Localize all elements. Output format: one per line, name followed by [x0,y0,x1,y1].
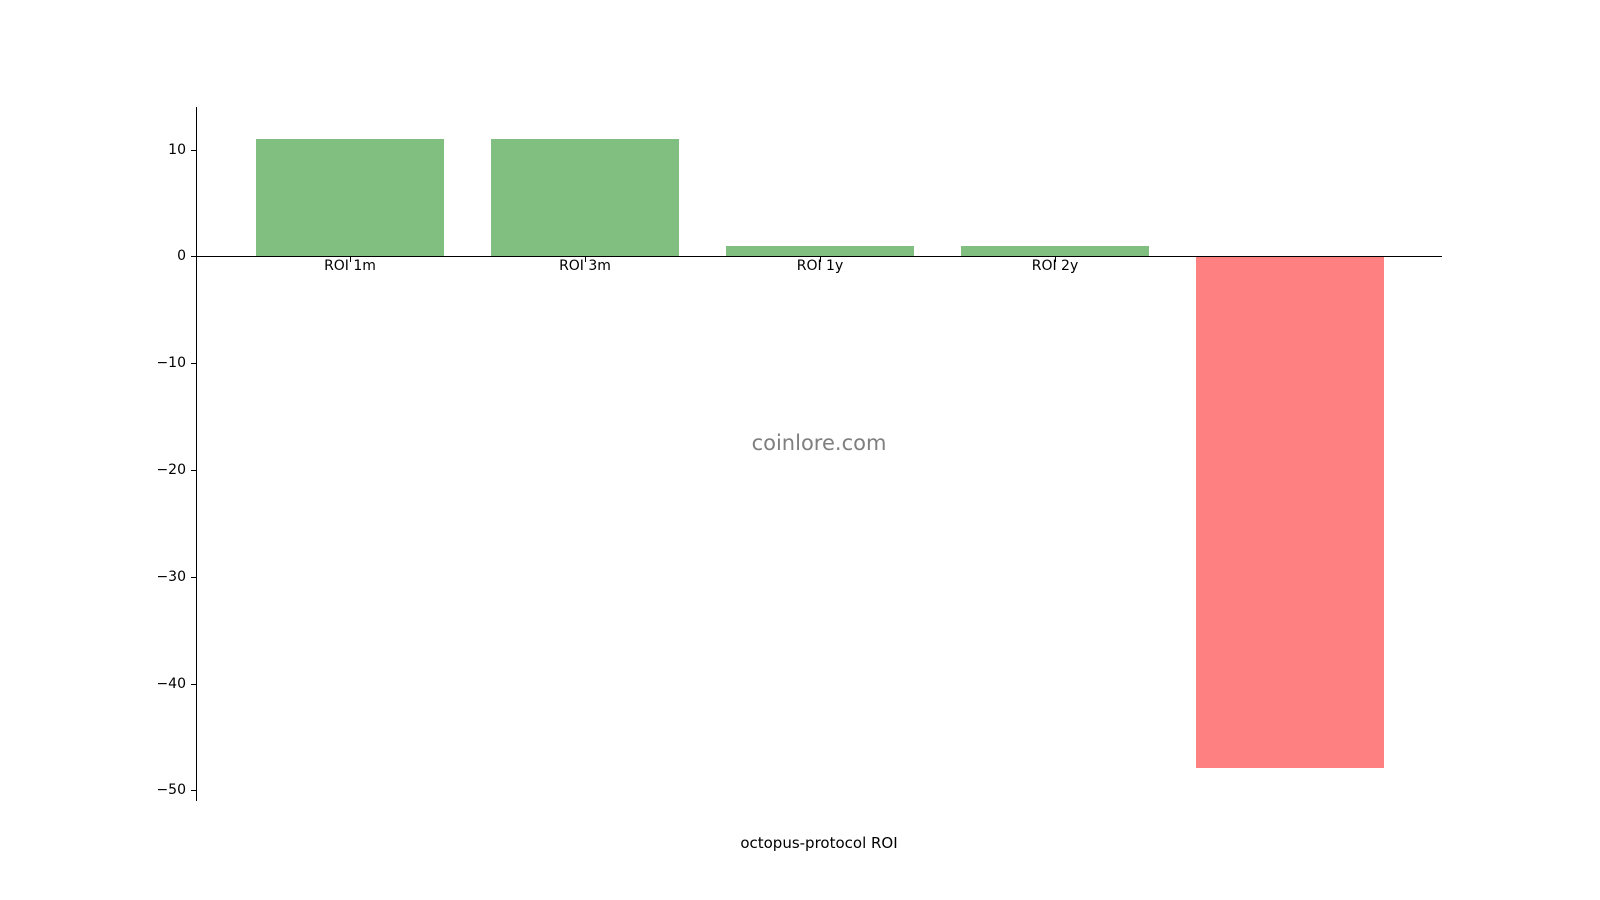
x-tick [585,256,586,262]
x-tick-label: ROI 3m [559,258,611,274]
x-tick-label: ROI 1m [324,258,376,274]
y-tick-label: −50 [156,782,186,799]
x-tick-label: ROI 1y [796,258,844,274]
y-tick [191,470,196,471]
x-tick [1055,256,1056,262]
chart-xlabel: octopus-protocol ROI [740,834,898,852]
x-tick-label: ROI 2y [1031,258,1079,274]
watermark: coinlore.com [751,431,887,455]
y-tick-label: −40 [156,675,186,692]
y-tick [191,684,196,685]
y-tick-label: 10 [168,141,186,158]
bar-roi-2y [961,245,1149,257]
x-tick [350,256,351,262]
y-tick-label: −30 [156,568,186,585]
y-tick [191,577,196,578]
bar-roi-1m [256,139,444,257]
y-tick-label: −20 [156,462,186,478]
y-tick [191,256,196,257]
y-tick-label: −10 [156,355,186,372]
y-tick [191,150,196,151]
bar-roi-1y [726,245,914,257]
x-axis-line [196,256,1442,257]
bar-unlabeled-5 [1196,256,1384,769]
y-axis-line [196,107,197,801]
y-tick [191,790,196,791]
y-tick [191,363,196,364]
x-tick [820,256,821,262]
bar-roi-3m [491,139,679,257]
y-tick-label: 0 [177,248,186,265]
